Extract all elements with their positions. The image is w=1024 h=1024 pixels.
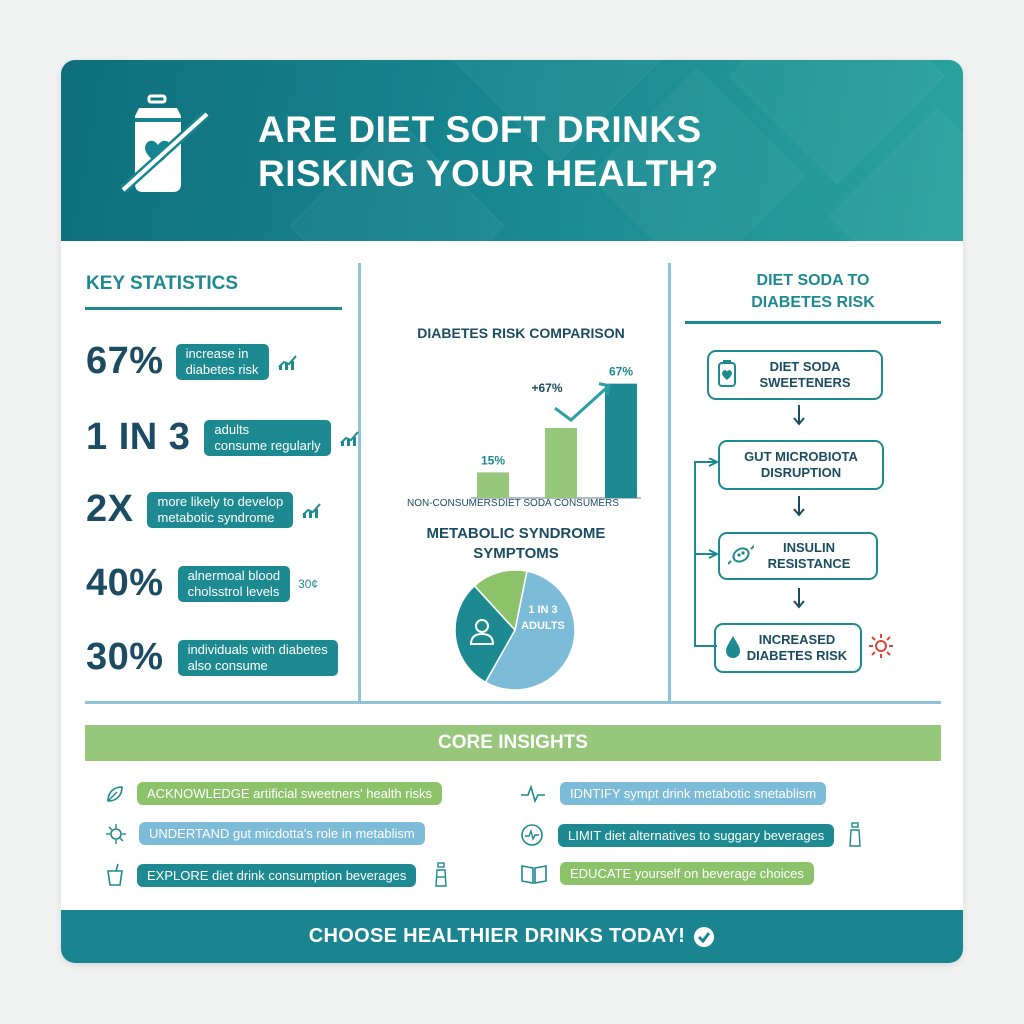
- stat-label: increase in diabetes risk: [175, 343, 269, 380]
- flow-step-gut-microbiota: GUT MICROBIOTA DISRUPTION: [718, 440, 884, 490]
- arrow-down-icon: [793, 588, 805, 609]
- arrow-down-icon: [793, 405, 805, 426]
- diabetes-risk-bar-chart: 15% 67% +67%: [471, 365, 641, 499]
- stat-mini-note: 30¢: [298, 576, 319, 591]
- bar-2: [605, 383, 637, 498]
- stat-label: more likely to develop metabotic syndrome: [147, 491, 294, 528]
- heartbeat-icon: [521, 783, 545, 803]
- stat-row: 40% alnermoal blood cholsstrol levels 30¢: [86, 562, 318, 605]
- feedback-loop-arrow: [694, 458, 720, 647]
- insight-item: ACKNOWLEDGE artificial sweetners' health…: [105, 782, 442, 805]
- insight-text: EDUCATE yourself on beverage choices: [560, 862, 814, 885]
- person-icon: [469, 619, 495, 645]
- flow-title: DIET SODA TO DIABETES RISK: [751, 272, 875, 311]
- chart-title: DIABETES RISK COMPARISON: [417, 325, 625, 341]
- footer-text: CHOOSE HEALTHIER DRINKS TODAY!: [308, 925, 686, 947]
- column-divider: [358, 263, 361, 703]
- bar-chart-icon: [339, 430, 359, 446]
- trend-annotation: +67%: [531, 381, 562, 395]
- stat-value: 30%: [86, 636, 164, 678]
- bar-chart-icon: [302, 502, 321, 518]
- flow-title-rule: [685, 321, 941, 324]
- soda-can-icon: [718, 360, 736, 387]
- insight-item: EXPLORE diet drink consumption beverages: [105, 862, 448, 888]
- footer-cta[interactable]: CHOOSE HEALTHIER DRINKS TODAY!: [61, 910, 963, 963]
- data-label-2: 67%: [609, 365, 633, 379]
- pie-slice-2: [473, 569, 528, 632]
- pie-slice-0: [484, 570, 576, 691]
- stat-row: 2X more likely to develop metabotic syndr…: [86, 488, 323, 531]
- stat-row: 1 IN 3 adults consume regularly: [86, 416, 361, 459]
- stat-row: 67% increase in diabetes risk: [86, 340, 299, 383]
- book-icon: [521, 864, 547, 884]
- insight-item: EDUCATE yourself on beverage choices: [520, 862, 814, 885]
- heart-pulse-icon: [521, 824, 543, 846]
- flow-step-increased-risk: INCREASED DIABETES RISK: [714, 623, 862, 673]
- stat-label: individuals with diabetes also consume: [177, 639, 338, 676]
- stat-value: 1 IN 3: [86, 416, 191, 458]
- stat-label: adults consume regularly: [204, 419, 331, 456]
- bar-chart-icon: [277, 354, 297, 370]
- key-statistics-title: KEY STATISTICS: [86, 273, 239, 294]
- check-circle-icon: [694, 926, 715, 947]
- header-banner: ARE DIET SOFT DRINKS RISKING YOUR HEALTH…: [61, 60, 963, 241]
- insight-item: IDNTIFY sympt drink metabotic snetablism: [520, 782, 827, 805]
- bottle-icon: [849, 822, 862, 847]
- insight-item: LIMIT diet alternatives to suggary bever…: [520, 822, 862, 848]
- trend-arrow: [554, 384, 611, 422]
- category-label-diet-consumers: DIET SODA CONSUMERS: [498, 498, 619, 509]
- stat-value: 67%: [86, 340, 164, 382]
- infographic-card: ARE DIET SOFT DRINKS RISKING YOUR HEALTH…: [61, 60, 963, 963]
- insight-text: UNDERTAND gut micdotta's role in metabli…: [139, 822, 425, 845]
- insight-text: EXPLORE diet drink consumption beverages: [137, 863, 417, 887]
- core-insights-bar: CORE INSIGHTS: [85, 725, 941, 761]
- drop-icon: [726, 636, 740, 658]
- bar-1: [545, 428, 577, 498]
- bar-0: [477, 472, 509, 498]
- insight-text: LIMIT diet alternatives to suggary bever…: [558, 823, 835, 847]
- alert-burst-icon: [869, 634, 893, 658]
- microbe-icon: [728, 545, 754, 565]
- flow-step-sweeteners: DIET SODA SWEETENERS: [707, 350, 883, 400]
- pie-slice-label: 1 IN 3 ADULTS: [521, 604, 565, 632]
- column-divider: [668, 263, 671, 703]
- key-statistics-rule: [85, 307, 342, 310]
- microbe-icon: [106, 823, 126, 844]
- cup-icon: [107, 863, 123, 886]
- stat-value: 2X: [86, 488, 134, 530]
- no-soda-icon: [121, 94, 211, 194]
- arrow-down-icon: [793, 496, 805, 517]
- trend-arrow-head: [598, 382, 611, 396]
- stat-value: 40%: [86, 562, 164, 604]
- leaf-icon: [107, 785, 123, 802]
- insight-text: IDNTIFY sympt drink metabotic snetablism: [560, 782, 827, 805]
- metabolic-title: METABOLIC SYNDROME SYMPTOMS: [426, 525, 606, 562]
- category-label-non-consumers: NON-CONSUMERS: [407, 498, 498, 509]
- data-label-0: 15%: [481, 453, 505, 467]
- insight-item: UNDERTAND gut micdotta's role in metabli…: [105, 822, 425, 845]
- flow-step-insulin-resistance: INSULIN RESISTANCE: [718, 532, 878, 580]
- bottle-icon: [435, 862, 448, 887]
- stat-label: alnermoal blood cholsstrol levels: [177, 565, 291, 602]
- section-divider: [85, 701, 941, 704]
- insight-text: ACKNOWLEDGE artificial sweetners' health…: [137, 782, 442, 805]
- page-title: ARE DIET SOFT DRINKS RISKING YOUR HEALTH…: [258, 109, 719, 194]
- stat-row: 30% individuals with diabetes also consum…: [86, 636, 338, 679]
